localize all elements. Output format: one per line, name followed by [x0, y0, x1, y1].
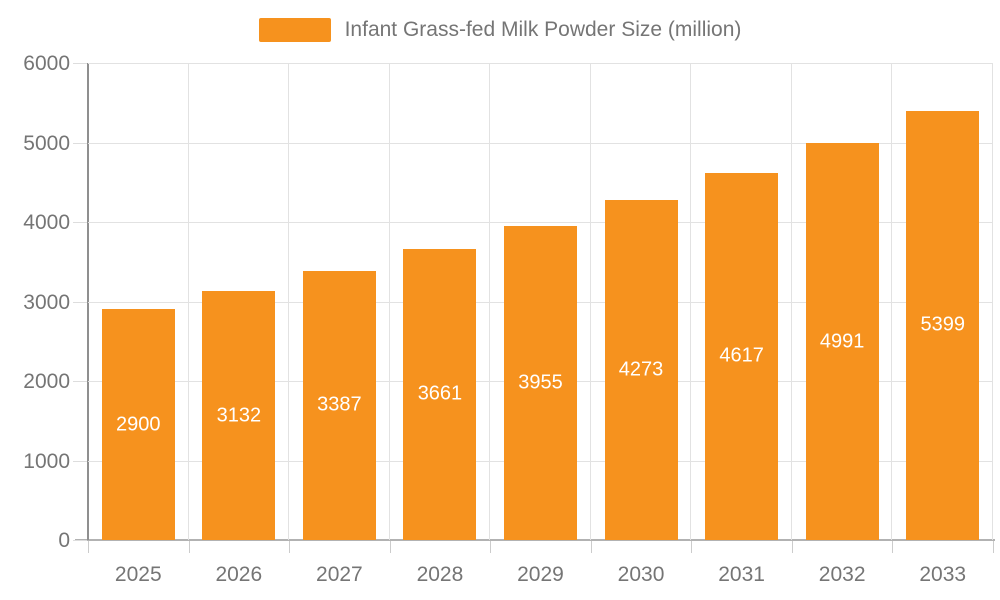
plot-area: 2900 3132 3387 3661 3955 4273 4617 4991 5399: [88, 63, 993, 540]
legend-label: Infant Grass-fed Milk Powder Size (milli…: [344, 18, 742, 41]
gridline-vertical: [288, 63, 290, 540]
bar-2031[interactable]: 4617: [705, 172, 779, 540]
bar-value-label: 2900: [116, 413, 161, 436]
gridline-vertical: [891, 63, 893, 540]
y-axis-tick: [73, 222, 87, 223]
bar-2028[interactable]: 3661: [403, 248, 477, 540]
bar-2033[interactable]: 5399: [906, 110, 980, 540]
x-axis-tick: [88, 541, 89, 553]
gridline-vertical: [992, 63, 993, 540]
bar-2030[interactable]: 4273: [604, 200, 678, 540]
x-axis-tick: [389, 541, 391, 553]
y-axis-label: 0: [58, 529, 70, 552]
y-axis-tick: [73, 540, 87, 541]
y-axis-label: 2000: [23, 370, 70, 393]
x-axis-label: 2031: [718, 563, 765, 586]
gridline-vertical: [388, 63, 390, 540]
x-axis-tick: [691, 541, 693, 553]
y-axis-label: 3000: [23, 290, 70, 314]
x-axis-tick: [490, 541, 492, 553]
bar-value-label: 3955: [518, 371, 563, 394]
x-axis-label: 2029: [517, 563, 564, 586]
y-axis-tick: [73, 381, 87, 382]
x-axis-tick: [188, 541, 190, 553]
x-axis-tick: [289, 541, 291, 553]
bar-value-label: 3387: [317, 393, 362, 416]
x-axis-tick: [791, 541, 793, 553]
bar-2032[interactable]: 4991: [805, 143, 879, 540]
legend-item[interactable]: Infant Grass-fed Milk Powder Size (milli…: [0, 18, 1000, 42]
bar-2026[interactable]: 3132: [202, 291, 276, 540]
x-axis-label: 2025: [114, 563, 162, 586]
bar-2025[interactable]: 2900: [101, 309, 175, 540]
y-axis-tick: [73, 460, 87, 462]
y-axis-label: 1000: [23, 449, 70, 473]
gridline-horizontal: [88, 142, 993, 144]
bar-value-label: 3132: [216, 404, 262, 426]
bar-value-label: 4617: [719, 344, 764, 367]
y-axis-label: 4000: [23, 211, 70, 234]
gridline-horizontal: [88, 63, 993, 64]
y-axis-label: 6000: [23, 52, 70, 75]
gridline-horizontal: [88, 222, 993, 223]
gridline-vertical: [589, 63, 591, 540]
x-axis-label: 2027: [316, 563, 363, 586]
y-axis-tick: [73, 301, 87, 303]
y-axis-label: 5000: [23, 131, 70, 155]
gridline-vertical: [489, 63, 491, 540]
bar-value-label: 4273: [618, 358, 664, 381]
bar-2029[interactable]: 3955: [504, 225, 577, 540]
legend-swatch-icon: [258, 18, 331, 42]
x-axis-tick: [590, 541, 592, 553]
x-axis-label: 2033: [919, 563, 967, 586]
gridline-vertical: [790, 63, 792, 540]
y-axis-tick: [73, 142, 87, 144]
x-axis-tick: [993, 541, 994, 553]
bar-value-label: 3661: [417, 382, 463, 405]
x-axis-tick: [892, 541, 894, 553]
gridline-vertical: [187, 63, 189, 540]
x-axis-label: 2026: [215, 563, 263, 586]
bar-value-label: 5399: [920, 313, 965, 336]
x-axis-label: 2030: [617, 563, 665, 586]
gridline-vertical: [690, 63, 692, 540]
x-axis-line: [75, 539, 995, 541]
x-axis-label: 2028: [416, 563, 464, 586]
bar-value-label: 4991: [819, 330, 865, 353]
x-axis-label: 2032: [818, 563, 866, 586]
y-axis-tick: [73, 63, 87, 64]
bar-2027[interactable]: 3387: [302, 270, 376, 540]
